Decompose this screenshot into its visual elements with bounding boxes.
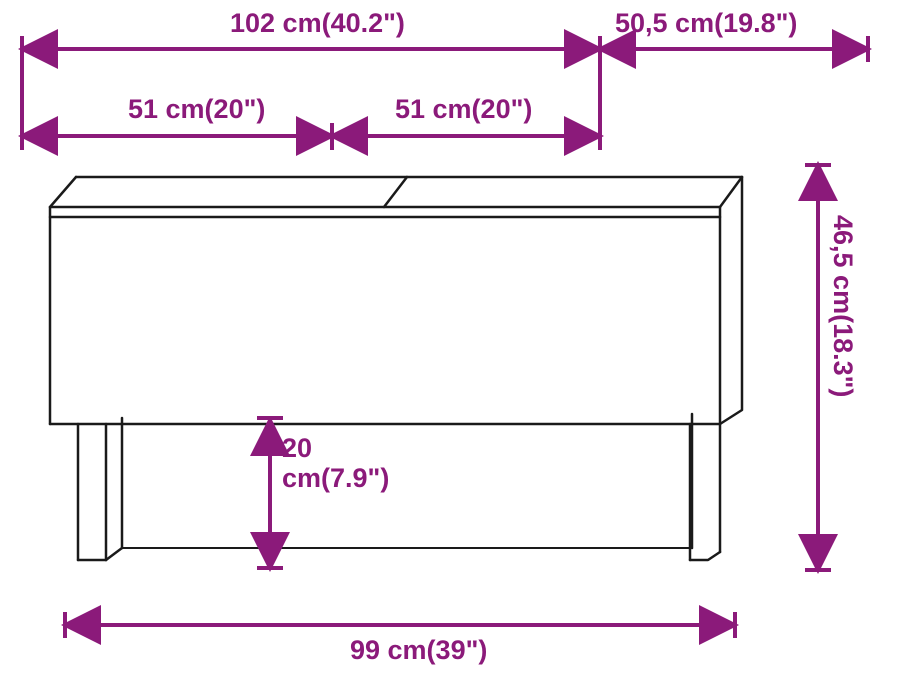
dim-leg-height: 20 cm(7.9"): [282, 434, 389, 493]
dim-height: 46,5 cm(18.3"): [827, 215, 858, 397]
dim-depth: 50,5 cm(19.8"): [615, 8, 797, 39]
dim-bottom-width: 99 cm(39"): [350, 635, 487, 666]
dim-leg-height-cm: 20: [282, 433, 312, 463]
dim-half-left: 51 cm(20"): [128, 94, 265, 125]
dim-width-total: 102 cm(40.2"): [230, 8, 405, 39]
dim-leg-height-unit: cm(7.9"): [282, 463, 389, 493]
dim-half-right: 51 cm(20"): [395, 94, 532, 125]
furniture-outline: [50, 177, 742, 560]
diagram-container: 102 cm(40.2") 50,5 cm(19.8") 51 cm(20") …: [0, 0, 904, 689]
